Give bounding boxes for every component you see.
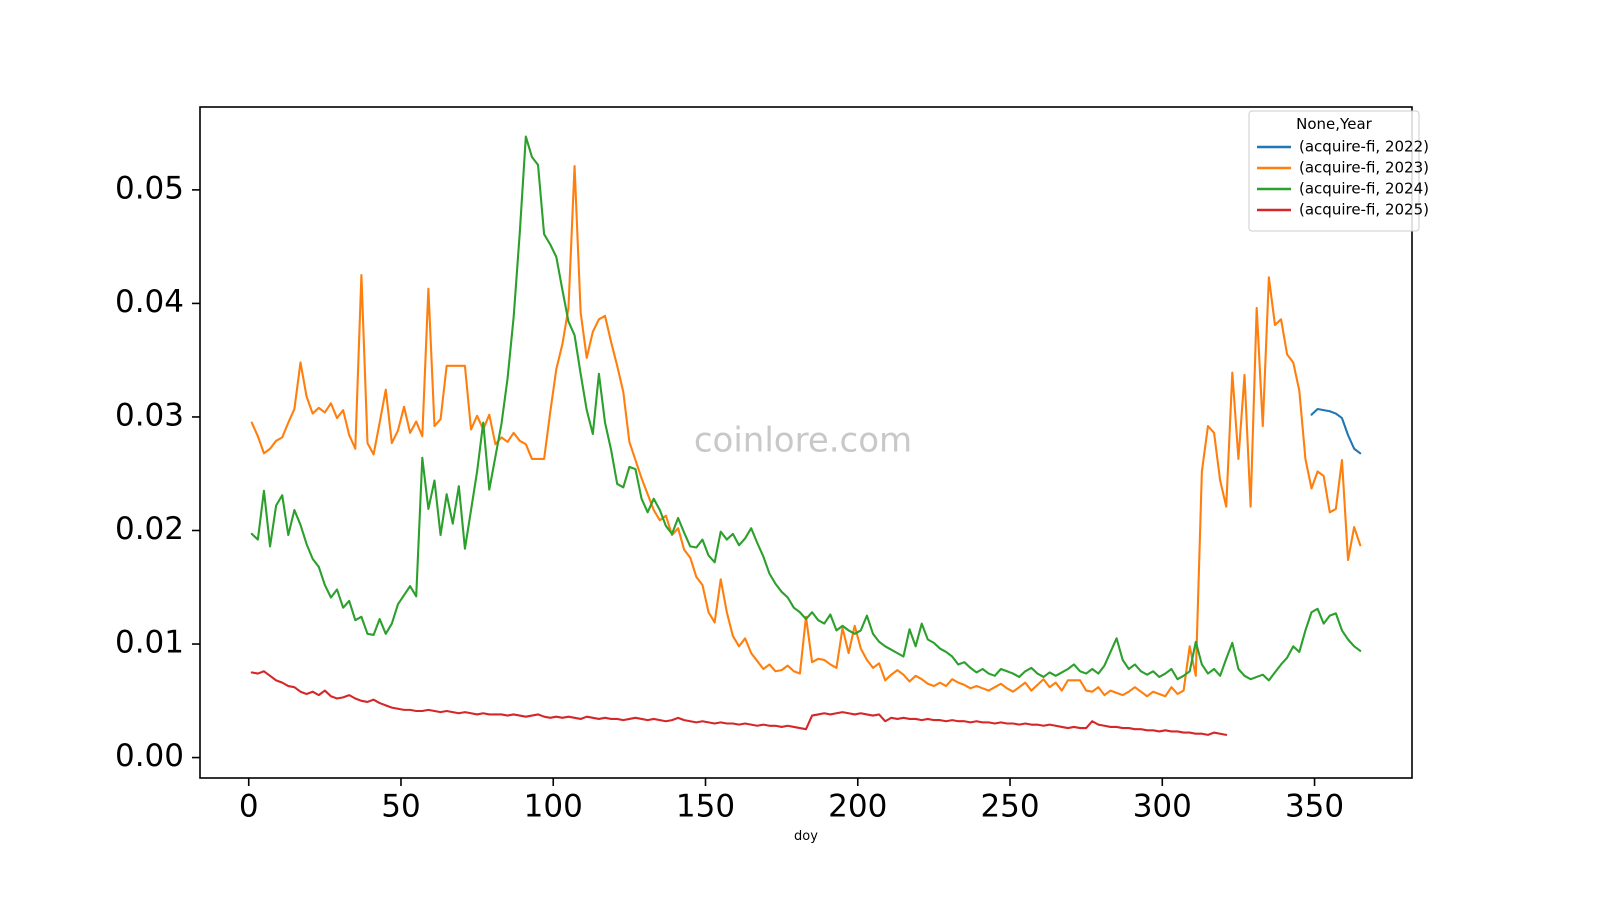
axes-layer: 0.00 0.01 0.02 0.03 0.04 0.05 0 50 100 150 200 250 3… (115, 106, 1413, 844)
x-axis-label: doy (794, 829, 818, 844)
series-line-3 (250, 670, 1228, 736)
x-tick-label: 200 (828, 788, 887, 824)
x-tick-label: 100 (524, 788, 583, 824)
x-tick-label: 350 (1285, 788, 1344, 824)
y-tick-label: 0.03 (115, 397, 184, 433)
y-tick-label: 0.04 (115, 284, 184, 320)
series-layer (250, 135, 1362, 736)
x-tick-label: 300 (1133, 788, 1192, 824)
plot-frame (199, 106, 1413, 779)
series-line-0 (1310, 407, 1362, 455)
legend-entry-label-2[interactable]: (acquire-fi, 2024) (1299, 180, 1429, 198)
y-tick-label: 0.01 (115, 625, 184, 661)
x-tick-label: 250 (980, 788, 1039, 824)
legend-entry-label-3[interactable]: (acquire-fi, 2025) (1299, 201, 1429, 219)
series-line-2 (250, 135, 1362, 682)
legend-title: None,Year (1296, 115, 1372, 133)
watermark-text: coinlore.com (694, 421, 912, 461)
series-line-1 (250, 164, 1362, 698)
legend-entry-label-0[interactable]: (acquire-fi, 2022) (1299, 138, 1429, 156)
legend-frame (1248, 110, 1420, 232)
legend-entry-label-1[interactable]: (acquire-fi, 2023) (1299, 159, 1429, 177)
y-tick-label: 0.00 (115, 738, 184, 774)
y-tick-label: 0.05 (115, 170, 184, 206)
x-tick-label: 0 (239, 788, 259, 824)
chart-legend[interactable]: None,Year (acquire-fi, 2022) (acquire-fi, … (1248, 110, 1429, 232)
x-tick-label: 150 (676, 788, 735, 824)
watermark: coinlore.com (694, 421, 912, 461)
x-tick-label: 50 (381, 788, 420, 824)
y-tick-label: 0.02 (115, 511, 184, 547)
